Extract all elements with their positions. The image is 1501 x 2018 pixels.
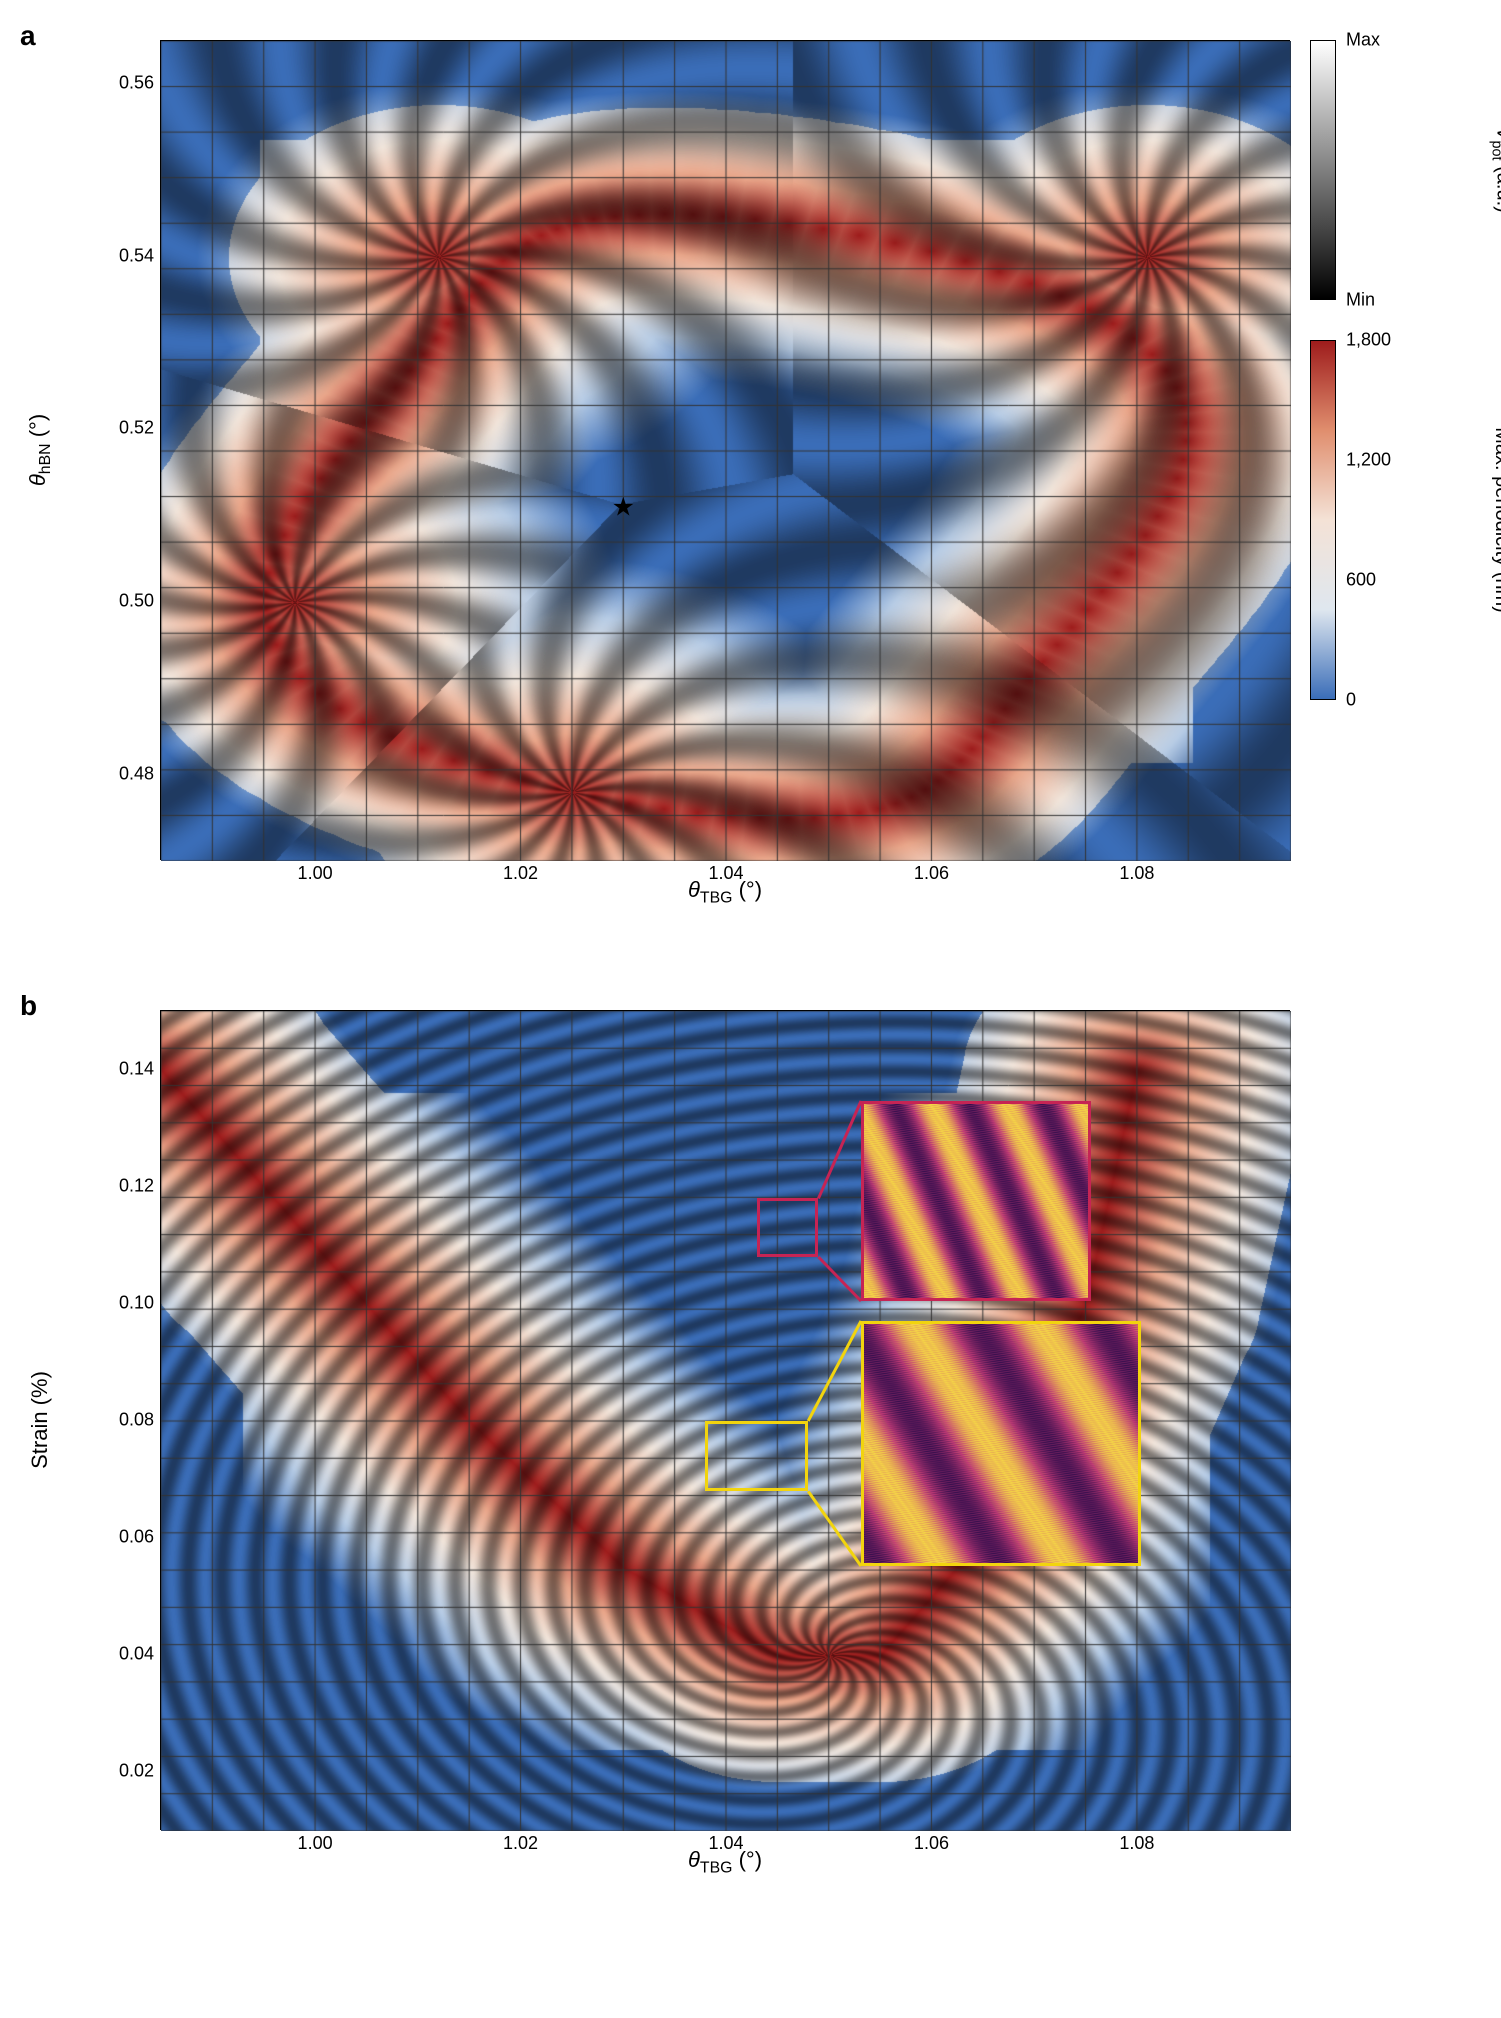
colorbar-periodicity-label: Max. periodicity (nm) [1491, 427, 1501, 613]
panel-a-label: a [20, 20, 36, 52]
panel-a-ylabel: θhBN (°) [25, 414, 55, 486]
panel-a-yticks: 0.480.500.520.540.56 [98, 40, 158, 860]
panel-b: b Strain (%) 0.020.040.060.080.100.120.1… [20, 990, 1481, 1920]
inset-yellow [861, 1321, 1141, 1566]
panel-b-xlabel: θTBG (°) [688, 1847, 762, 1877]
panel-a-canvas: ★ 1.001.021.041.061.08 θTBG (°) [160, 40, 1290, 860]
inset-yellow-source [705, 1421, 808, 1491]
panel-b-yticks: 0.020.040.060.080.100.120.14 [98, 1010, 158, 1830]
figure: a θhBN (°) 0.480.500.520.540.56 ★ 1.001.… [20, 20, 1481, 1920]
colorbars: MinMax Vpot (a.u.) 06001,2001,800 Max. p… [1310, 40, 1490, 740]
inset-red [861, 1101, 1091, 1301]
panel-b-ylabel: Strain (%) [27, 1371, 53, 1469]
panel-a-plot: θhBN (°) 0.480.500.520.540.56 ★ 1.001.02… [50, 40, 1290, 860]
panel-b-canvas: 1.001.021.041.061.08 θTBG (°) [160, 1010, 1290, 1830]
panel-b-plot: Strain (%) 0.020.040.060.080.100.120.14 … [50, 1010, 1290, 1830]
colorbar-vpot-gradient [1310, 40, 1336, 300]
inset-red-source [757, 1198, 819, 1257]
panel-b-label: b [20, 990, 37, 1022]
colorbar-periodicity: 06001,2001,800 Max. periodicity (nm) [1310, 340, 1490, 700]
panel-a-heatmap [161, 41, 1291, 861]
colorbar-vpot-label: Vpot (a.u.) [1489, 127, 1501, 213]
panel-a-xlabel: θTBG (°) [688, 877, 762, 907]
star-marker: ★ [612, 492, 635, 523]
panel-a: a θhBN (°) 0.480.500.520.540.56 ★ 1.001.… [20, 20, 1481, 950]
colorbar-periodicity-gradient [1310, 340, 1336, 700]
colorbar-vpot: MinMax Vpot (a.u.) [1310, 40, 1490, 300]
